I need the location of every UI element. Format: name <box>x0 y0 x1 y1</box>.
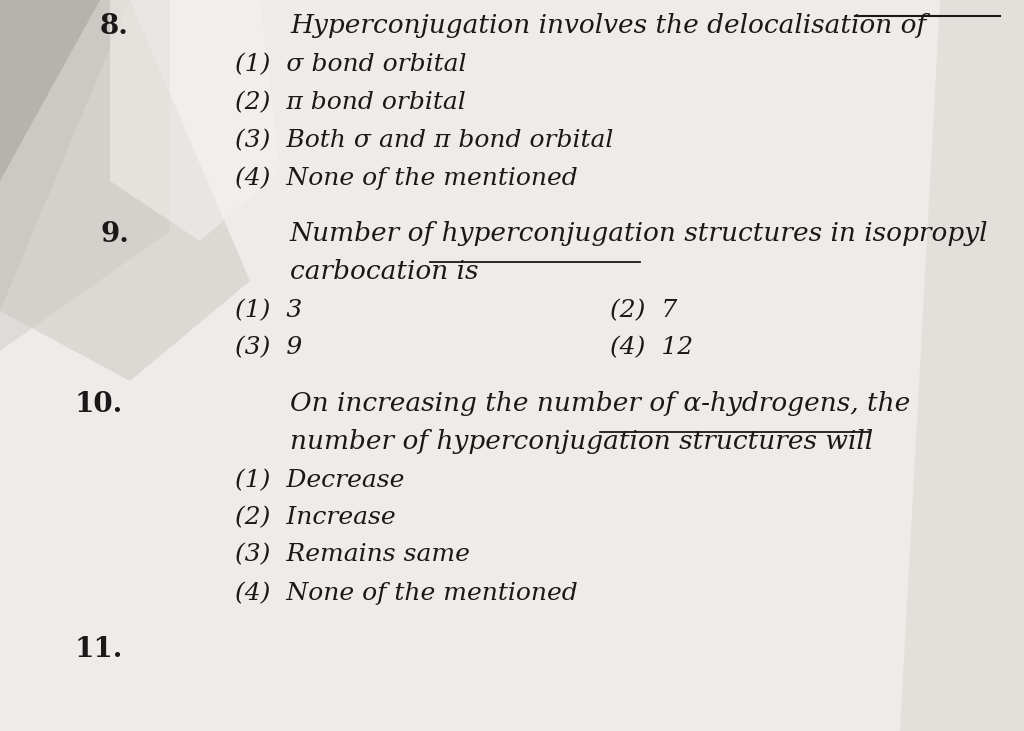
Text: (4)  None of the mentioned: (4) None of the mentioned <box>234 581 578 605</box>
Text: Hyperconjugation involves the delocalisation of: Hyperconjugation involves the delocalisa… <box>290 13 927 38</box>
Polygon shape <box>0 0 250 381</box>
Text: (2)  7: (2) 7 <box>610 299 677 322</box>
Polygon shape <box>0 0 100 181</box>
Text: Number of hyperconjugation structures in isopropyl: Number of hyperconjugation structures in… <box>290 221 988 246</box>
Polygon shape <box>110 0 280 241</box>
Text: On increasing the number of α-hydrogens, the: On increasing the number of α-hydrogens,… <box>290 391 910 416</box>
Text: 8.: 8. <box>100 13 129 40</box>
Text: (4)  12: (4) 12 <box>610 336 693 359</box>
Text: 11.: 11. <box>75 636 123 663</box>
Text: (3)  Both σ and π bond orbital: (3) Both σ and π bond orbital <box>234 129 613 152</box>
Text: (4)  None of the mentioned: (4) None of the mentioned <box>234 166 578 189</box>
Text: (1)  Decrease: (1) Decrease <box>234 469 404 492</box>
Text: (3)  Remains same: (3) Remains same <box>234 543 470 566</box>
Text: (2)  Increase: (2) Increase <box>234 506 395 529</box>
Text: 10.: 10. <box>75 391 123 418</box>
Text: (3)  9: (3) 9 <box>234 336 302 359</box>
Text: (2)  π bond orbital: (2) π bond orbital <box>234 91 466 114</box>
Polygon shape <box>900 0 1024 731</box>
Text: (1)  3: (1) 3 <box>234 299 302 322</box>
Text: carbocation is: carbocation is <box>290 259 478 284</box>
Polygon shape <box>0 0 170 351</box>
Text: (1)  σ bond orbital: (1) σ bond orbital <box>234 53 467 76</box>
Polygon shape <box>0 0 130 311</box>
Text: number of hyperconjugation structures will: number of hyperconjugation structures wi… <box>290 429 873 454</box>
Text: 9.: 9. <box>100 221 129 248</box>
